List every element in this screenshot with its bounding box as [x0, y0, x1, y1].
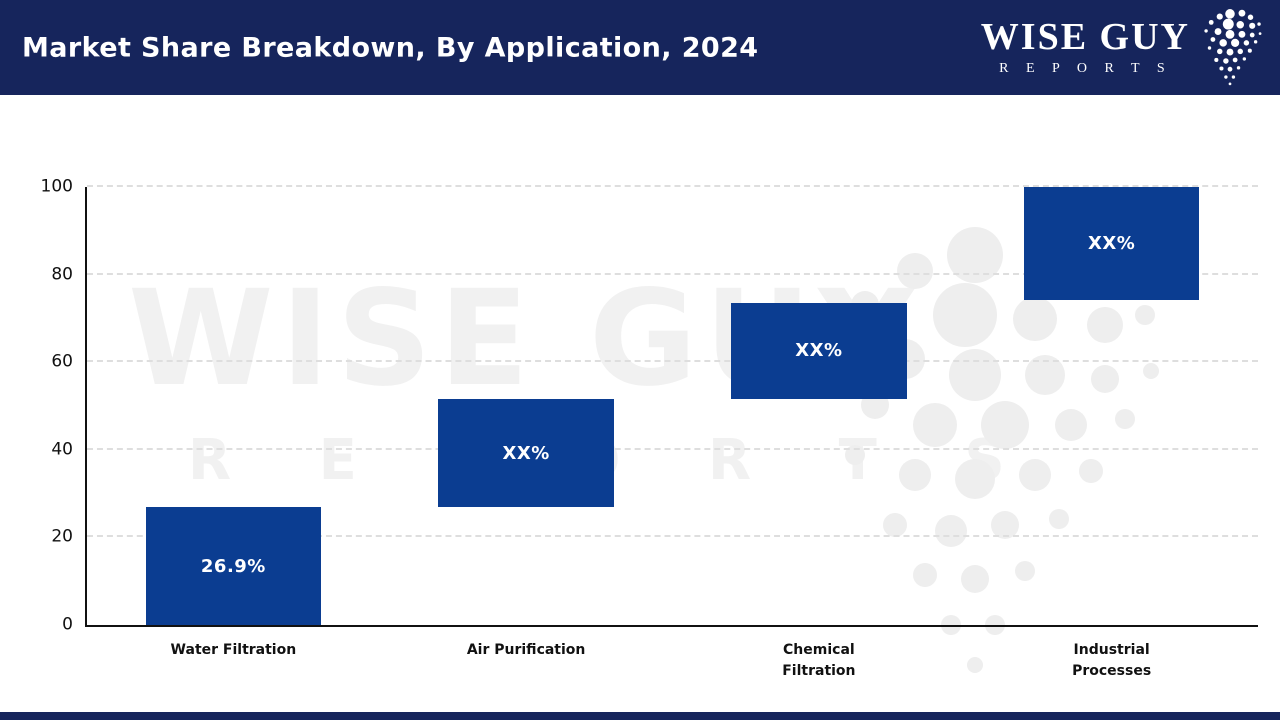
y-tick-label: 100 — [40, 176, 73, 197]
gridline — [87, 272, 1258, 275]
brand-subtitle: R E P O R T S — [999, 61, 1172, 76]
y-tick-label: 0 — [62, 614, 73, 635]
y-tick-label: 40 — [51, 439, 73, 460]
bar: XX% — [438, 399, 614, 508]
page-title: Market Share Breakdown, By Application, … — [22, 32, 759, 63]
brand-head-dots-icon — [1204, 8, 1262, 85]
bar-value-label: XX% — [1087, 232, 1136, 254]
gridline — [87, 447, 1258, 450]
chart-area: WISE GUY R E P O R T S 02040608010026.9%… — [0, 95, 1280, 712]
bar: 26.9% — [145, 507, 322, 625]
gridline — [87, 535, 1258, 538]
y-tick-label: 80 — [51, 264, 73, 285]
x-axis-label: Industrial Processes — [1072, 642, 1152, 679]
gridline — [87, 185, 1258, 187]
bar: XX% — [1023, 187, 1200, 300]
bar: XX% — [731, 302, 907, 399]
brand-name: WISE GUY — [980, 16, 1190, 58]
x-axis-label: Air Purification — [466, 642, 586, 658]
gridline — [87, 360, 1258, 363]
plot-area: 0 20 40 60 80 100 26.9% Water Filtration XX% Air … — [41, 178, 1258, 679]
brand-logo-text: WISE GUY R E P O R T S — [981, 18, 1190, 77]
brand-logo: WISE GUY R E P O R T S — [981, 4, 1266, 91]
x-axis-label: Chemical Filtration — [782, 642, 856, 679]
footer-bar — [0, 712, 1280, 720]
y-tick-label: 20 — [51, 526, 73, 547]
header-bar: Market Share Breakdown, By Application, … — [0, 0, 1280, 95]
bar-value-label: XX% — [502, 442, 550, 464]
bar-value-label: 26.9% — [200, 555, 266, 577]
y-tick-label: 60 — [51, 351, 73, 372]
bar-value-label: XX% — [795, 340, 843, 362]
x-axis-label: Water Filtration — [170, 642, 297, 658]
